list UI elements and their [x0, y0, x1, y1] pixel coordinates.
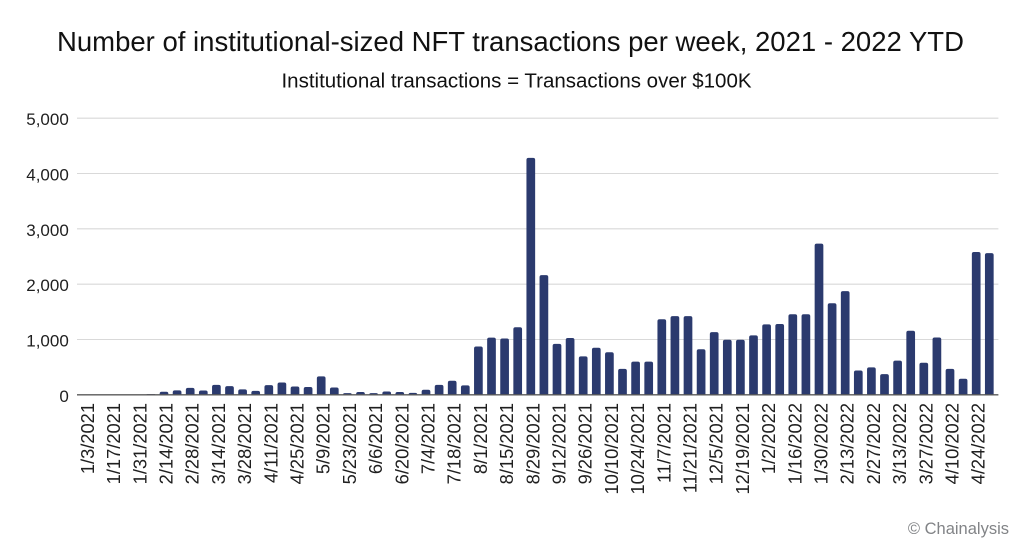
svg-text:1/3/2021: 1/3/2021	[77, 403, 98, 474]
svg-text:9/12/2021: 9/12/2021	[549, 403, 570, 484]
svg-text:3,000: 3,000	[26, 221, 69, 240]
svg-text:9/26/2021: 9/26/2021	[575, 403, 596, 484]
svg-text:2/14/2021: 2/14/2021	[156, 403, 177, 484]
svg-text:5/23/2021: 5/23/2021	[339, 403, 360, 484]
svg-text:10/24/2021: 10/24/2021	[627, 403, 648, 495]
svg-text:8/29/2021: 8/29/2021	[522, 403, 543, 484]
svg-text:2/28/2021: 2/28/2021	[182, 403, 203, 484]
svg-text:8/15/2021: 8/15/2021	[496, 403, 517, 484]
svg-text:5,000: 5,000	[26, 110, 69, 129]
svg-text:11/7/2021: 11/7/2021	[653, 403, 674, 483]
svg-text:8/1/2021: 8/1/2021	[470, 403, 491, 474]
svg-text:1/16/2022: 1/16/2022	[784, 403, 805, 484]
svg-text:5/9/2021: 5/9/2021	[313, 403, 334, 474]
svg-text:6/20/2021: 6/20/2021	[391, 403, 412, 484]
svg-text:12/19/2021: 12/19/2021	[732, 403, 753, 495]
svg-text:6/6/2021: 6/6/2021	[365, 403, 386, 474]
svg-text:3/28/2021: 3/28/2021	[234, 403, 255, 484]
svg-text:4/10/2022: 4/10/2022	[942, 403, 963, 484]
svg-text:7/4/2021: 7/4/2021	[418, 403, 439, 474]
svg-text:1,000: 1,000	[26, 332, 69, 351]
svg-text:4/24/2022: 4/24/2022	[968, 403, 989, 484]
svg-text:© Chainalysis: © Chainalysis	[908, 520, 1009, 538]
svg-text:Number of institutional-sized: Number of institutional-sized NFT transa…	[57, 26, 964, 57]
svg-text:3/14/2021: 3/14/2021	[208, 403, 229, 484]
svg-text:2/13/2022: 2/13/2022	[837, 403, 858, 484]
svg-text:0: 0	[59, 387, 68, 406]
svg-text:1/2/2022: 1/2/2022	[758, 403, 779, 474]
svg-text:4/11/2021: 4/11/2021	[260, 403, 281, 483]
svg-text:3/13/2022: 3/13/2022	[889, 403, 910, 484]
svg-text:4,000: 4,000	[26, 166, 69, 185]
svg-text:7/18/2021: 7/18/2021	[444, 403, 465, 484]
svg-text:Institutional transactions = T: Institutional transactions = Transaction…	[281, 70, 751, 93]
svg-text:12/5/2021: 12/5/2021	[706, 403, 727, 484]
svg-text:4/25/2021: 4/25/2021	[287, 403, 308, 484]
svg-text:2,000: 2,000	[26, 276, 69, 295]
svg-text:1/17/2021: 1/17/2021	[103, 403, 124, 484]
svg-text:3/27/2022: 3/27/2022	[915, 403, 936, 484]
svg-text:10/10/2021: 10/10/2021	[601, 403, 622, 495]
svg-text:2/27/2022: 2/27/2022	[863, 403, 884, 484]
svg-text:1/31/2021: 1/31/2021	[129, 403, 150, 484]
svg-text:1/30/2022: 1/30/2022	[811, 403, 832, 484]
svg-text:11/21/2021: 11/21/2021	[680, 403, 701, 493]
